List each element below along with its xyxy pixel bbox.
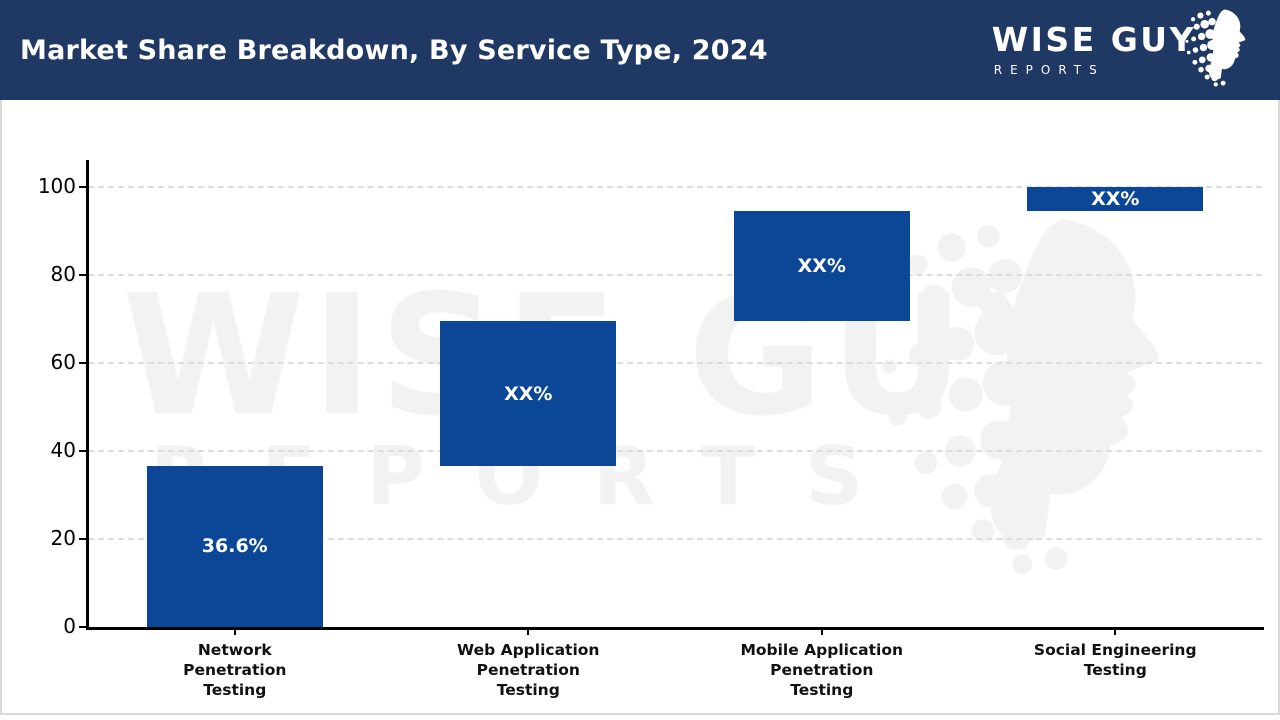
x-tick-mark (233, 628, 236, 635)
bar-segment: XX% (440, 321, 617, 466)
y-tick-mark (79, 362, 88, 364)
logo-sub: REPORTS (993, 63, 1105, 77)
x-axis-line (86, 627, 1264, 630)
gridline (88, 450, 1262, 452)
y-axis-line (86, 160, 89, 629)
y-tick-label: 60 (50, 350, 76, 374)
x-category-label: Mobile Application Penetration Testing (740, 641, 904, 699)
y-tick-mark (79, 626, 88, 628)
y-tick-mark (79, 450, 88, 452)
y-tick-mark (79, 538, 88, 540)
header: Market Share Breakdown, By Service Type,… (0, 0, 1280, 100)
bar-value-label: 36.6% (201, 535, 268, 558)
y-tick-label: 20 (50, 526, 76, 550)
logo-text: WISE GUY REPORTS (992, 23, 1196, 77)
wiseguy-face-icon (1185, 9, 1246, 87)
logo-name: WISE GUY (991, 20, 1196, 59)
bar-value-label: XX% (1091, 188, 1140, 211)
x-category-label: Network Penetration Testing (183, 641, 287, 699)
wiseguy-logo: WISE GUY REPORTS (992, 7, 1254, 93)
bar-segment: XX% (733, 211, 910, 322)
gridline (88, 538, 1262, 540)
y-tick-label: 80 (50, 262, 76, 286)
x-tick-mark (1114, 628, 1117, 635)
bar-value-label: XX% (797, 255, 846, 278)
x-tick-mark (527, 628, 530, 635)
y-tick-label: 0 (63, 614, 76, 638)
x-tick-mark (820, 628, 823, 635)
bar-value-label: XX% (504, 382, 553, 405)
y-tick-label: 100 (37, 174, 76, 198)
frame-right (1278, 100, 1280, 715)
bar-segment: 36.6% (146, 465, 323, 627)
y-tick-mark (79, 274, 88, 276)
chart-area: WISE GUY REPORTS 0 20 40 60 80 100 36.6% XX% XX… (0, 100, 1280, 720)
page-title: Market Share Breakdown, By Service Type,… (20, 34, 768, 66)
x-category-label: Social Engineering Testing (1033, 641, 1197, 679)
x-category-label: Web Application Penetration Testing (457, 641, 600, 699)
y-tick-label: 40 (50, 438, 76, 462)
frame-bottom (0, 713, 1280, 715)
gridline (88, 274, 1262, 276)
frame-left (0, 100, 2, 715)
y-tick-mark (79, 186, 88, 188)
gridline (88, 186, 1262, 188)
gridline (88, 362, 1262, 364)
bar-segment: XX% (1027, 187, 1204, 212)
